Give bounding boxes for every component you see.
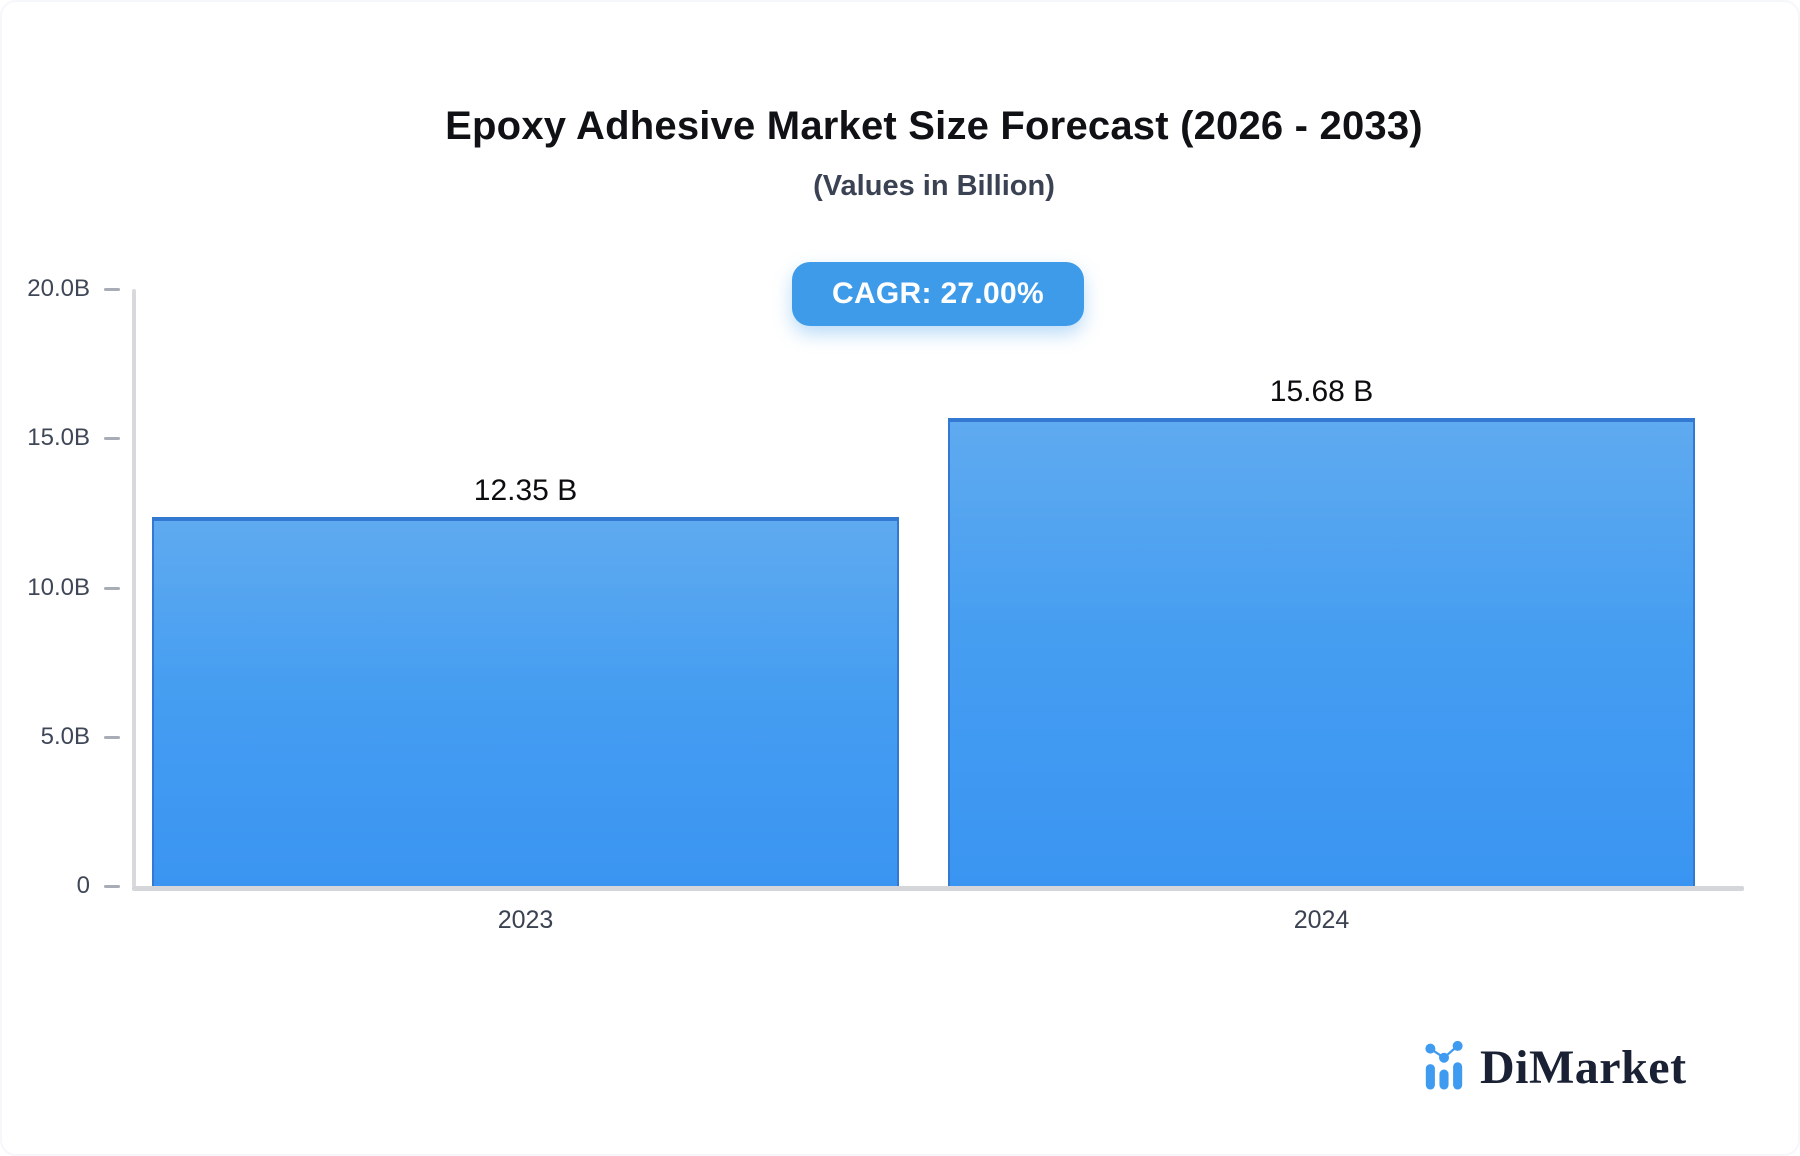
cagr-badge: CAGR: 27.00%	[791, 262, 1085, 326]
y-tick-label: 5.0B	[40, 722, 90, 750]
dimarket-logo: DiMarket	[1424, 1040, 1687, 1092]
cagr-badge-label: CAGR: 27.00%	[831, 277, 1045, 310]
y-tick-label: 15.0B	[27, 424, 90, 452]
bar-value-label-2024: 15.68 B	[1269, 375, 1374, 408]
y-tick-mark	[104, 735, 120, 739]
y-axis-line	[132, 289, 136, 887]
x-axis-line	[132, 886, 1744, 891]
y-tick-mark	[104, 288, 120, 291]
chart-subtitle: (Values in Billion)	[813, 170, 1055, 202]
y-tick-mark	[104, 437, 120, 441]
bar-value-label-2023: 12.35 B	[473, 474, 578, 507]
bar-chart-with-dots-icon	[1425, 1040, 1463, 1090]
y-tick-label: 0	[76, 872, 90, 899]
dimarket-logo-text: DiMarket	[1480, 1041, 1687, 1094]
y-tick-label: 20.0B	[27, 275, 90, 302]
y-tick-label: 10.0B	[27, 573, 90, 601]
y-tick-mark	[104, 586, 120, 590]
x-tick-label-2023: 2023	[497, 906, 554, 934]
y-tick-mark	[104, 885, 120, 888]
x-tick-label-2024: 2024	[1293, 906, 1350, 934]
bar-2024[interactable]	[948, 418, 1695, 886]
bar-2023[interactable]	[152, 517, 899, 886]
chart-title: Epoxy Adhesive Market Size Forecast (202…	[445, 104, 1423, 148]
